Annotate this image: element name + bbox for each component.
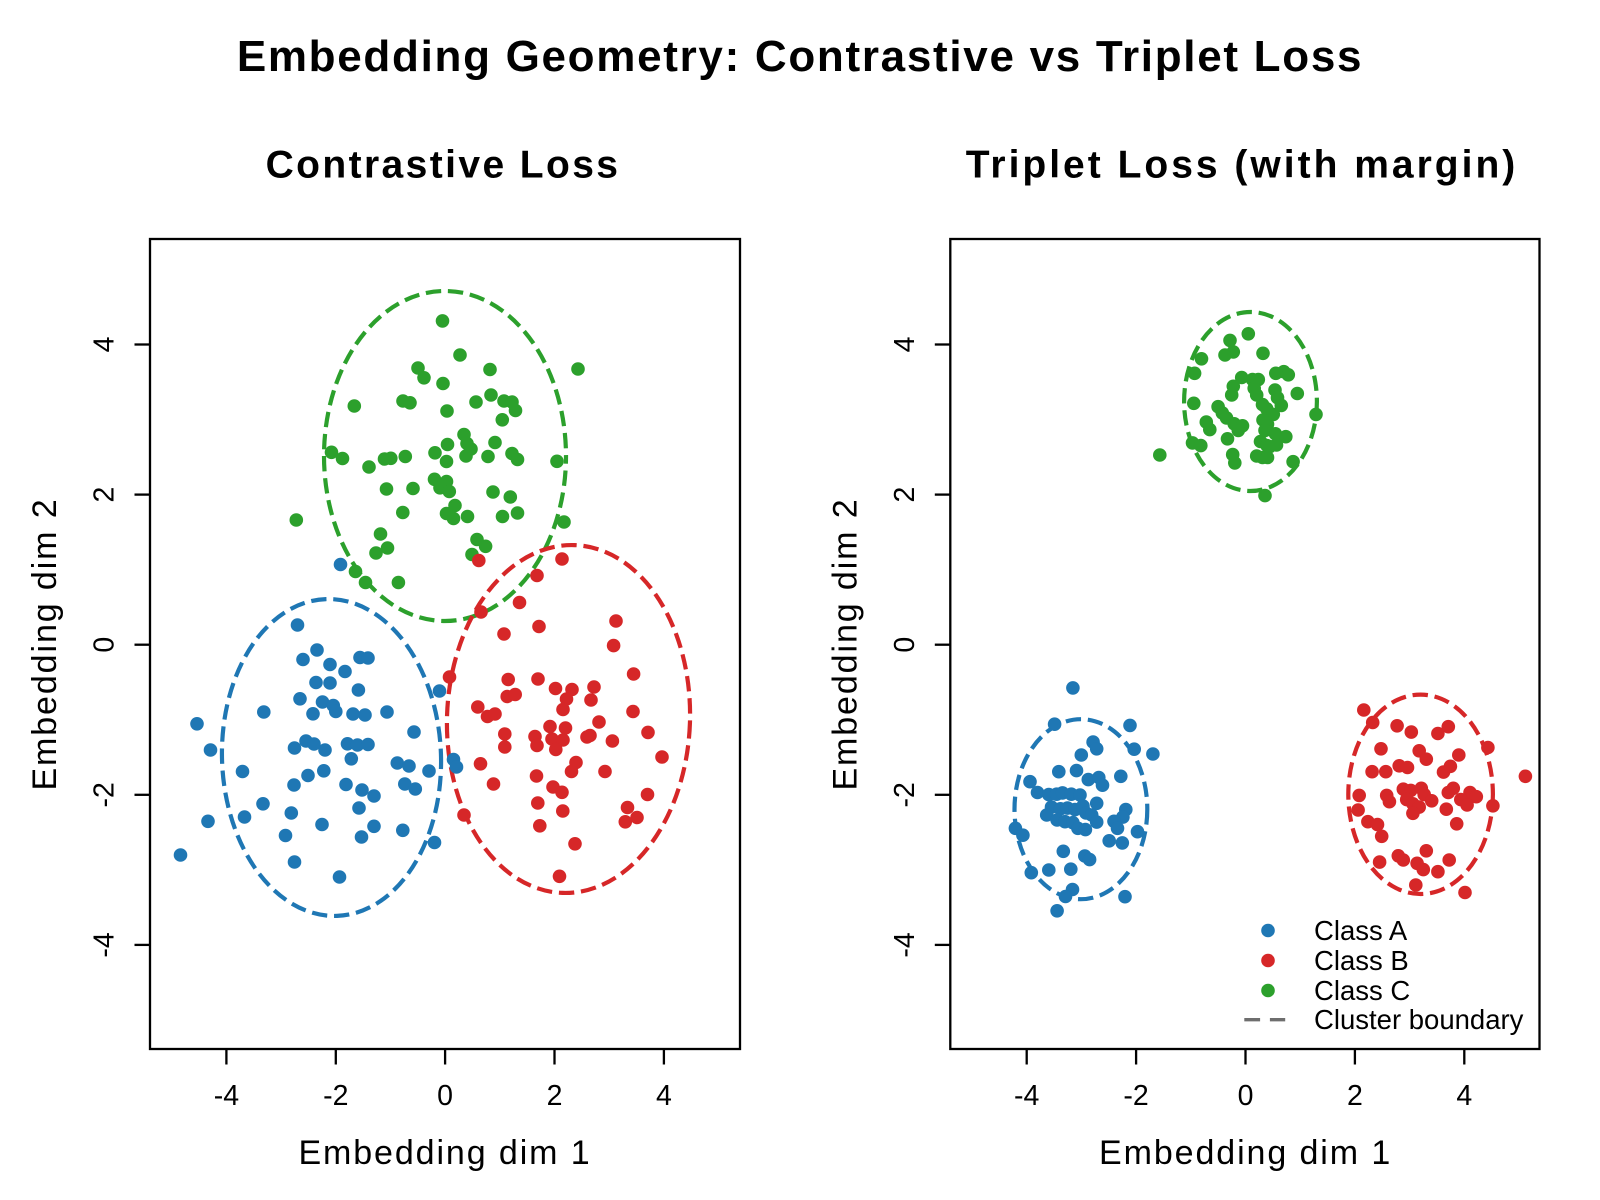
svg-text:-4: -4	[1014, 1080, 1039, 1112]
svg-text:2: 2	[1347, 1080, 1363, 1112]
svg-text:Embedding dim 1: Embedding dim 1	[298, 1134, 591, 1172]
svg-text:Class A: Class A	[1314, 915, 1408, 946]
svg-text:Triplet Loss (with margin): Triplet Loss (with margin)	[966, 144, 1519, 187]
svg-text:Cluster boundary: Cluster boundary	[1314, 1004, 1524, 1035]
svg-text:Embedding dim 2: Embedding dim 2	[26, 497, 64, 790]
svg-text:Embedding dim 1: Embedding dim 1	[1099, 1134, 1392, 1172]
svg-text:Class B: Class B	[1314, 945, 1409, 976]
svg-text:2: 2	[889, 487, 921, 503]
svg-text:4: 4	[1456, 1080, 1472, 1112]
svg-text:Contrastive Loss: Contrastive Loss	[266, 144, 621, 187]
svg-text:-2: -2	[1123, 1080, 1148, 1112]
svg-text:0: 0	[889, 637, 921, 653]
svg-text:4: 4	[89, 336, 121, 352]
svg-text:-2: -2	[89, 782, 121, 807]
svg-text:Embedding dim 2: Embedding dim 2	[826, 497, 864, 790]
svg-text:-4: -4	[889, 932, 921, 957]
svg-text:-2: -2	[889, 782, 921, 807]
svg-text:-4: -4	[89, 932, 121, 957]
svg-text:0: 0	[89, 637, 121, 653]
svg-text:Class C: Class C	[1314, 975, 1410, 1006]
svg-text:-2: -2	[323, 1080, 348, 1112]
svg-text:-4: -4	[214, 1080, 239, 1112]
svg-text:0: 0	[437, 1080, 453, 1112]
svg-text:4: 4	[656, 1080, 672, 1112]
svg-text:2: 2	[547, 1080, 563, 1112]
svg-text:2: 2	[89, 487, 121, 503]
svg-text:4: 4	[889, 336, 921, 352]
svg-text:Embedding Geometry: Contrastiv: Embedding Geometry: Contrastive vs Tripl…	[237, 32, 1363, 81]
svg-text:0: 0	[1238, 1080, 1254, 1112]
